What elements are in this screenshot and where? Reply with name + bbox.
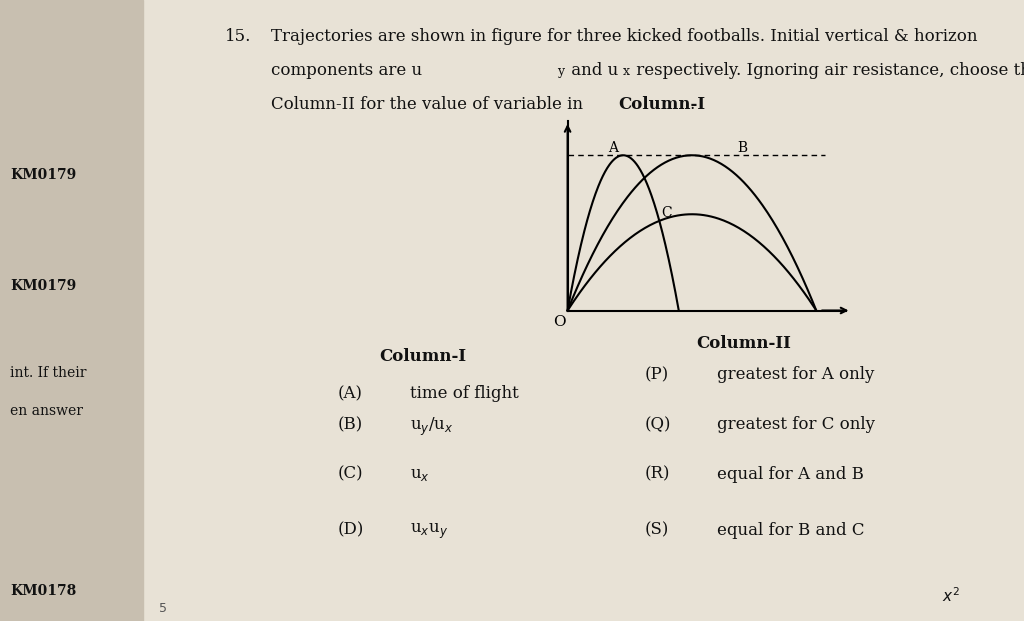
Text: (S): (S) [645, 522, 670, 538]
Text: u$_x$: u$_x$ [410, 466, 429, 483]
Text: KM0178: KM0178 [10, 584, 77, 598]
Bar [143, 0, 1024, 621]
Text: int. If their: int. If their [10, 366, 87, 381]
Text: 5: 5 [159, 602, 167, 615]
Text: (C): (C) [338, 466, 364, 483]
Text: greatest for C only: greatest for C only [717, 416, 874, 433]
Text: .: . [689, 96, 694, 113]
Text: Column-II for the value of variable in: Column-II for the value of variable in [271, 96, 589, 113]
Text: 15.: 15. [225, 28, 252, 45]
Text: y: y [557, 65, 564, 78]
Text: respectively. Ignoring air resistance, choose the correct st: respectively. Ignoring air resistance, c… [631, 62, 1024, 79]
Text: components are u: components are u [271, 62, 423, 79]
Text: time of flight: time of flight [410, 385, 518, 402]
Text: (A): (A) [338, 385, 362, 402]
Text: (R): (R) [645, 466, 671, 483]
Text: u$_y$/u$_x$: u$_y$/u$_x$ [410, 416, 454, 438]
Text: x: x [623, 65, 630, 78]
Text: Column-I: Column-I [379, 348, 466, 365]
Text: and u: and u [566, 62, 618, 79]
Text: B: B [737, 141, 748, 155]
Text: equal for B and C: equal for B and C [717, 522, 864, 538]
Text: KM0179: KM0179 [10, 168, 77, 182]
Text: Trajectories are shown in figure for three kicked footballs. Initial vertical & : Trajectories are shown in figure for thr… [271, 28, 978, 45]
Text: Column-II: Column-II [696, 335, 792, 352]
Text: O: O [553, 315, 565, 329]
Text: C: C [662, 206, 672, 220]
Text: greatest for A only: greatest for A only [717, 366, 874, 383]
Text: (Q): (Q) [645, 416, 672, 433]
Text: (B): (B) [338, 416, 364, 433]
Text: equal for A and B: equal for A and B [717, 466, 863, 483]
Text: (P): (P) [645, 366, 670, 383]
Text: en answer: en answer [10, 404, 83, 418]
Text: A: A [608, 141, 618, 155]
Text: u$_x$u$_y$: u$_x$u$_y$ [410, 522, 447, 541]
Text: Column-I: Column-I [618, 96, 706, 113]
Text: (D): (D) [338, 522, 365, 538]
Text: KM0179: KM0179 [10, 279, 77, 294]
Text: $x^2$: $x^2$ [942, 587, 959, 605]
Bar [0, 0, 143, 621]
